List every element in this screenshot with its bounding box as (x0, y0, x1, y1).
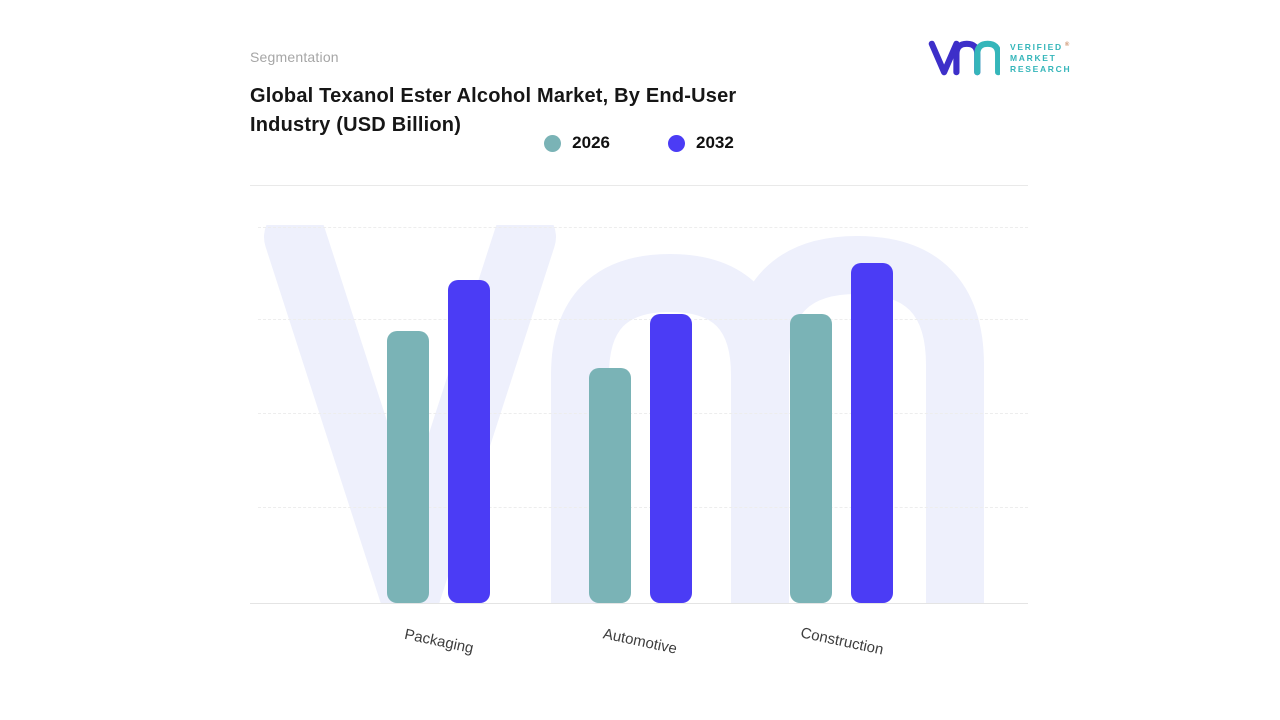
eyebrow-segmentation: Segmentation (250, 49, 339, 65)
page-title-line2: Industry (USD Billion) (250, 114, 462, 136)
category-label: Construction (798, 624, 885, 659)
gridline (258, 413, 1028, 414)
logo-line-verified: VERIFIED (1010, 42, 1063, 52)
vmr-logo-text: VERIFIED ® MARKET RESEARCH (1010, 42, 1071, 74)
chart-legend: 2026 2032 (250, 133, 1028, 153)
logo-line-market: MARKET (1010, 53, 1057, 63)
bar-2026-construction[interactable] (790, 314, 832, 603)
bar-2026-automotive[interactable] (588, 368, 631, 603)
category-label: Packaging (402, 625, 475, 658)
page-title-line1: Global Texanol Ester Alcohol Market, By … (250, 85, 737, 107)
bar-2026-packaging[interactable] (387, 331, 429, 603)
bar-2032-construction[interactable] (851, 263, 893, 603)
legend-dot (544, 134, 562, 152)
header-divider (250, 185, 1028, 186)
bar-2032-packaging[interactable] (448, 280, 490, 603)
vmr-watermark (264, 225, 984, 603)
x-axis-line (250, 603, 1028, 604)
legend-label: 2032 (696, 133, 734, 152)
legend-item-2032[interactable]: 2032 (668, 133, 734, 153)
bar-2032-automotive[interactable] (649, 314, 692, 603)
legend-item-2026[interactable]: 2026 (544, 133, 610, 153)
page-title: Global Texanol Ester Alcohol Market, By … (250, 82, 890, 140)
legend-label: 2026 (572, 133, 610, 152)
vmr-logo-mark (928, 40, 1000, 76)
plot-area: Packaging Automotive Construction (250, 225, 1028, 659)
category-label: Automotive (601, 625, 679, 658)
gridline (258, 227, 1028, 228)
registered-trademark: ® (1064, 42, 1071, 48)
gridline (258, 319, 1028, 320)
legend-dot (668, 134, 685, 152)
vmr-logo: VERIFIED ® MARKET RESEARCH (928, 38, 1071, 78)
logo-line-research: RESEARCH (1010, 64, 1072, 74)
gridline (258, 507, 1028, 508)
